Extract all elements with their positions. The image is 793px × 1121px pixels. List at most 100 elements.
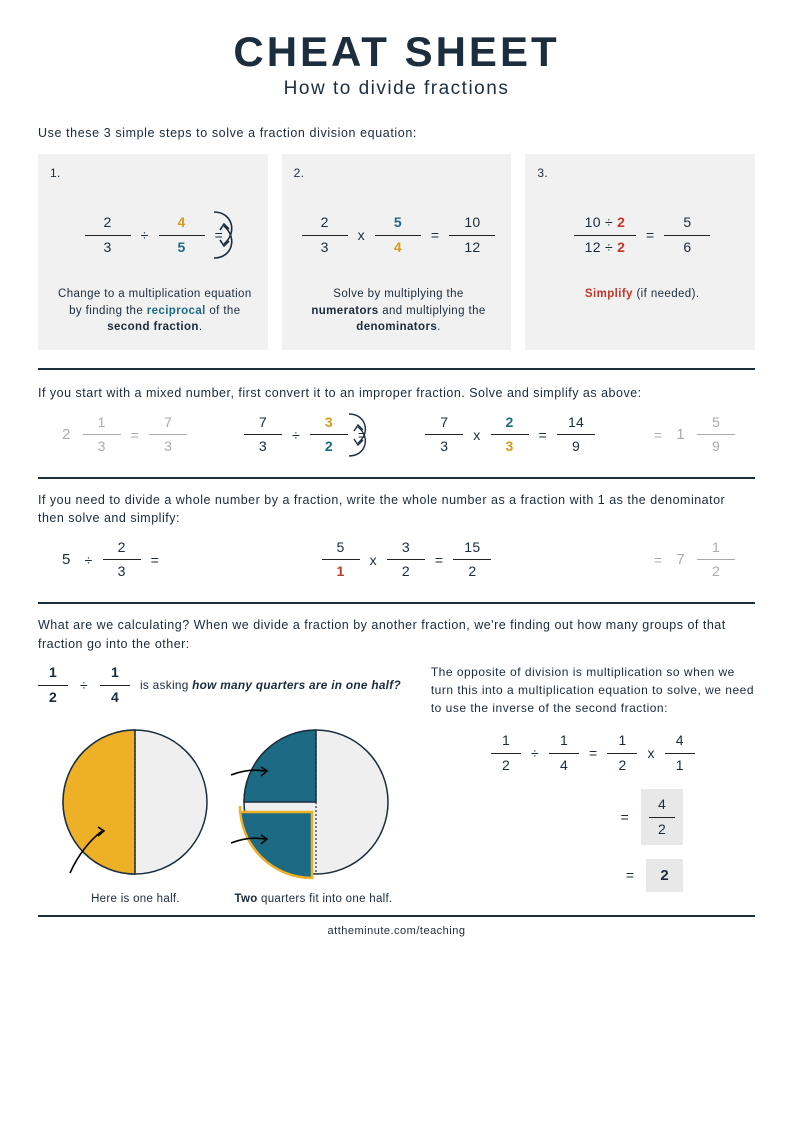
frac-num: 1 bbox=[105, 663, 125, 682]
op-multiply: x bbox=[368, 552, 379, 568]
result-row-1: = 42 bbox=[431, 789, 755, 845]
whole-number: 7 bbox=[672, 551, 689, 568]
frac-num: 5 bbox=[331, 538, 351, 557]
frac-num: 5 bbox=[388, 213, 408, 232]
frac-num: 4 bbox=[652, 795, 672, 814]
step-2-equation: 23 x 54 = 1012 bbox=[294, 200, 504, 270]
step-1: 1. 23 ÷ 45 = Change to a multiplication … bbox=[38, 154, 268, 350]
explain-right: The opposite of division is multiplicati… bbox=[431, 663, 755, 905]
frac-den: 1 bbox=[670, 756, 690, 775]
step-3-caption: Simplify (if needed). bbox=[537, 286, 747, 303]
frac-den: 3 bbox=[112, 562, 132, 581]
op-equals: = bbox=[652, 427, 664, 443]
whole-number: 1 bbox=[672, 426, 689, 443]
frac-num: 1 bbox=[612, 731, 632, 750]
frac-den: 3 bbox=[92, 437, 112, 456]
step-1-equation: 23 ÷ 45 = bbox=[50, 200, 260, 270]
op-divide: ÷ bbox=[78, 677, 90, 693]
frac-num: 10 bbox=[458, 213, 486, 232]
result-box: 2 bbox=[646, 859, 683, 892]
caption-highlight: second fraction bbox=[107, 321, 199, 333]
footer-link: attheminute.com/teaching bbox=[38, 925, 755, 937]
caption-highlight: numerators bbox=[311, 305, 378, 317]
frac-num: 4 bbox=[670, 731, 690, 750]
page-title: CHEAT SHEET bbox=[38, 28, 755, 76]
frac-num: 15 bbox=[458, 538, 486, 557]
frac-den: 4 bbox=[105, 688, 125, 707]
op-multiply: x bbox=[471, 427, 482, 443]
frac-den: 4 bbox=[554, 756, 574, 775]
caption-text: Solve by multiplying the bbox=[333, 288, 463, 300]
whole-intro: If you need to divide a whole number by … bbox=[38, 491, 755, 529]
divider bbox=[38, 602, 755, 604]
op-equals: = bbox=[644, 227, 656, 243]
whole-group-2: 51 x 32 = 152 bbox=[322, 538, 492, 582]
circle-caption-1: Here is one half. bbox=[58, 893, 213, 905]
divider bbox=[38, 477, 755, 479]
frac-den: 2 bbox=[706, 562, 726, 581]
op-equals: = bbox=[129, 427, 141, 443]
frac-num: 1 bbox=[43, 663, 63, 682]
frac-num: 2 bbox=[112, 538, 132, 557]
right-paragraph: The opposite of division is multiplicati… bbox=[431, 663, 755, 717]
mixed-group-4: = 1 59 bbox=[652, 413, 735, 457]
right-equation: 12 ÷ 14 = 12 x 41 bbox=[431, 731, 755, 775]
divider bbox=[38, 915, 755, 917]
frac-num: 1 bbox=[706, 538, 726, 557]
explain-left: 12 ÷ 14 is asking how many quarters are … bbox=[38, 663, 411, 905]
circle-half: Here is one half. bbox=[58, 725, 213, 905]
whole-equation-line: 5 ÷ 23 = 51 x 32 = 152 = 7 12 bbox=[38, 528, 755, 588]
whole-number: 5 bbox=[58, 551, 75, 568]
op-equals: = bbox=[149, 552, 161, 568]
whole-group-1: 5 ÷ 23 = bbox=[58, 538, 161, 582]
op-equals: = bbox=[624, 867, 636, 883]
frac-num: 14 bbox=[562, 413, 590, 432]
caption-text: . bbox=[199, 321, 203, 333]
frac-den: 5 bbox=[172, 238, 192, 257]
caption-text: and multiplying the bbox=[379, 305, 486, 317]
result-box: 42 bbox=[641, 789, 683, 845]
result-row-2: = 2 bbox=[431, 859, 755, 892]
mixed-equation-line: 2 13 = 73 73 ÷ 32 = 73 x 23 = 149 = 1 59 bbox=[38, 403, 755, 463]
step-1-caption: Change to a multiplication equation by f… bbox=[50, 286, 260, 336]
circle-caption-2: Two quarters fit into one half. bbox=[231, 893, 396, 905]
frac-den: 9 bbox=[566, 437, 586, 456]
frac-num: 5 bbox=[677, 213, 697, 232]
frac-den: 3 bbox=[253, 437, 273, 456]
frac-den: 3 bbox=[315, 238, 335, 257]
frac-den: 1 bbox=[331, 562, 351, 581]
frac-num: 7 bbox=[158, 413, 178, 432]
divider bbox=[38, 368, 755, 370]
frac-den: 2 bbox=[319, 437, 339, 456]
op-equals: = bbox=[429, 227, 441, 243]
frac-num: 1 bbox=[554, 731, 574, 750]
frac-num: 7 bbox=[434, 413, 454, 432]
op-equals: = bbox=[537, 427, 549, 443]
frac-den: 2 bbox=[612, 756, 632, 775]
op-divide: ÷ bbox=[529, 745, 541, 761]
op-multiply: x bbox=[645, 745, 656, 761]
caption-text: . bbox=[437, 321, 441, 333]
frac-den: 9 bbox=[706, 437, 726, 456]
frac-den: 12 ÷ 2 bbox=[579, 238, 632, 257]
frac-den: 3 bbox=[158, 437, 178, 456]
step-3-equation: 10 ÷ 212 ÷ 2 = 56 bbox=[537, 200, 747, 270]
frac-num: 10 ÷ 2 bbox=[579, 213, 632, 232]
op-equals: = bbox=[433, 552, 445, 568]
frac-num: 2 bbox=[315, 213, 335, 232]
mixed-group-2: 73 ÷ 32 = bbox=[244, 413, 368, 457]
explain-section: 12 ÷ 14 is asking how many quarters are … bbox=[38, 663, 755, 905]
whole-number: 2 bbox=[58, 426, 75, 443]
frac-num: 1 bbox=[92, 413, 112, 432]
frac-den: 3 bbox=[98, 238, 118, 257]
frac-num: 3 bbox=[396, 538, 416, 557]
op-equals: = bbox=[652, 552, 664, 568]
mixed-group-1: 2 1 3 = 7 3 bbox=[58, 413, 187, 457]
caption-text: of the bbox=[206, 305, 241, 317]
step-2-caption: Solve by multiplying the numerators and … bbox=[294, 286, 504, 336]
swap-arrow-icon bbox=[208, 206, 242, 264]
frac-num: 1 bbox=[496, 731, 516, 750]
op-equals: = bbox=[587, 745, 599, 761]
frac-den: 2 bbox=[396, 562, 416, 581]
frac-den: 3 bbox=[500, 437, 520, 456]
